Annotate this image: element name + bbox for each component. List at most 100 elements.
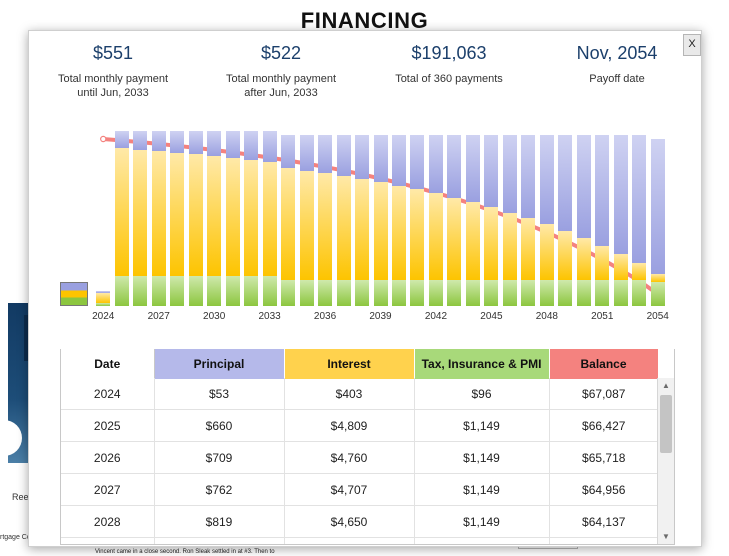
bar-segment-interest	[650, 274, 665, 283]
bar-segment-tax	[447, 279, 462, 306]
table-row[interactable]: 2029$880$4,589$1,149$63,257	[61, 537, 658, 544]
summary-cell-monthly-until: $551 Total monthly payment until Jun, 20…	[29, 43, 197, 100]
table-cell-interest: $4,760	[284, 441, 415, 474]
chart-bar	[576, 134, 591, 306]
column-header-interest[interactable]: Interest	[284, 349, 415, 379]
bar-segment-principal	[613, 134, 628, 254]
bar-segment-tax	[632, 279, 647, 306]
bar-segment-principal	[170, 131, 185, 153]
table-cell-tax: $1,149	[414, 409, 550, 442]
table-row[interactable]: 2027 $762 $4,707 $1,149 $64,956	[61, 473, 658, 506]
chart-bar	[225, 131, 240, 306]
bar-segment-principal	[502, 134, 517, 213]
summary-label-monthly-until: Total monthly payment until Jun, 2033	[29, 72, 197, 100]
table-row[interactable]: 2028 $819 $4,650 $1,149 $64,137	[61, 505, 658, 538]
chart-bar	[558, 134, 573, 306]
bar-segment-tax	[225, 275, 240, 306]
chart-bar	[355, 134, 370, 306]
chart-plot-area	[60, 121, 675, 306]
table-cell-principal: $53	[154, 378, 285, 410]
table-cell-interest: $4,589	[284, 537, 415, 544]
bar-segment-interest	[207, 156, 222, 276]
chart-bar	[484, 134, 499, 306]
bar-segment-principal	[632, 134, 647, 263]
column-header-balance[interactable]: Balance	[549, 349, 659, 379]
bar-segment-interest	[114, 148, 129, 276]
scroll-down-arrow-icon[interactable]: ▼	[658, 529, 674, 544]
scroll-up-arrow-icon[interactable]: ▲	[658, 378, 674, 394]
bar-segment-principal	[96, 291, 111, 293]
bar-segment-tax	[96, 303, 111, 306]
bar-segment-interest	[318, 173, 333, 280]
close-button[interactable]: X	[683, 34, 701, 56]
bar-segment-interest	[558, 230, 573, 280]
bar-segment-interest	[133, 149, 148, 276]
page-title: FINANCING	[300, 8, 429, 33]
bar-segment-interest	[373, 182, 388, 280]
chart-bar	[188, 131, 203, 306]
bar-segment-interest	[576, 238, 591, 280]
table-cell-interest: $4,650	[284, 505, 415, 538]
chart-bar	[632, 134, 647, 306]
summary-label-line-1: Total of 360 payments	[395, 73, 503, 85]
chart-bar	[502, 134, 517, 306]
chart-bar	[114, 131, 129, 306]
bar-segment-tax	[521, 279, 536, 306]
table-body: 2024 $53 $403 $96 $67,087 2025 $660 $4,809 $1,14…	[61, 378, 658, 544]
chart-bar	[336, 134, 351, 306]
bar-segment-interest	[188, 154, 203, 276]
bar-segment-tax	[373, 279, 388, 306]
summary-label-line-2: until Jun, 2033	[77, 87, 149, 99]
bar-segment-tax	[558, 279, 573, 306]
chart-bar	[465, 134, 480, 306]
table-cell-tax: $1,149	[414, 537, 550, 544]
table-cell-principal: $880	[154, 537, 285, 544]
bar-segment-principal	[262, 131, 277, 162]
bar-segment-principal	[521, 134, 536, 219]
table-body-rows: 2024 $53 $403 $96 $67,087 2025 $660 $4,809 $1,14…	[61, 378, 658, 544]
chart-x-tick-label: 2054	[646, 311, 669, 322]
summary-label-line-1: Total monthly payment	[225, 73, 337, 85]
bar-segment-principal	[188, 131, 203, 155]
bar-segment-principal	[447, 134, 462, 198]
chart-x-tick-label: 2027	[147, 311, 170, 322]
background-company-label: rtgage Company	[0, 534, 52, 541]
bar-segment-tax	[318, 279, 333, 306]
bar-segment-principal	[225, 131, 240, 158]
chart-x-tick-label: 2039	[369, 311, 392, 322]
bar-segment-interest	[225, 157, 240, 276]
table-cell-principal: $819	[154, 505, 285, 538]
table-row[interactable]: 2025 $660 $4,809 $1,149 $66,427	[61, 409, 658, 442]
table-body-scroll-area[interactable]: 2024 $53 $403 $96 $67,087 2025 $660 $4,809 $1,14…	[61, 378, 674, 544]
column-header-date[interactable]: Date	[61, 349, 155, 379]
bar-segment-tax	[484, 279, 499, 306]
chart-bar	[373, 134, 388, 306]
table-scrollbar-thumb[interactable]	[660, 395, 672, 453]
table-row[interactable]: 2026 $709 $4,760 $1,149 $65,718	[61, 441, 658, 474]
bar-segment-tax	[114, 275, 129, 306]
bar-segment-tax	[465, 279, 480, 306]
bar-segment-tax	[170, 275, 185, 306]
table-cell-balance: $67,087	[549, 378, 658, 410]
table-row[interactable]: 2024 $53 $403 $96 $67,087	[61, 378, 658, 410]
bar-segment-interest	[484, 207, 499, 280]
bar-segment-tax	[410, 279, 425, 306]
summary-row: $551 Total monthly payment until Jun, 20…	[29, 43, 701, 100]
table-cell-balance: $65,718	[549, 441, 658, 474]
bar-segment-principal	[410, 134, 425, 190]
column-header-principal[interactable]: Principal	[154, 349, 285, 379]
table-cell-interest: $403	[284, 378, 415, 410]
table-cell-interest: $4,707	[284, 473, 415, 506]
column-header-tax-insurance-pmi[interactable]: Tax, Insurance & PMI	[414, 349, 550, 379]
chart-bar	[96, 291, 111, 306]
bar-segment-principal	[650, 139, 665, 275]
chart-x-tick-label: 2051	[591, 311, 614, 322]
bar-segment-interest	[595, 245, 610, 280]
summary-label-total-payments: Total of 360 payments	[365, 72, 533, 86]
bar-segment-principal	[373, 134, 388, 183]
bar-segment-tax	[428, 279, 443, 306]
summary-cell-monthly-after: $522 Total monthly payment after Jun, 20…	[197, 43, 365, 100]
bar-segment-tax	[133, 275, 148, 306]
chart-bar	[539, 134, 554, 306]
bar-segment-interest	[521, 218, 536, 280]
